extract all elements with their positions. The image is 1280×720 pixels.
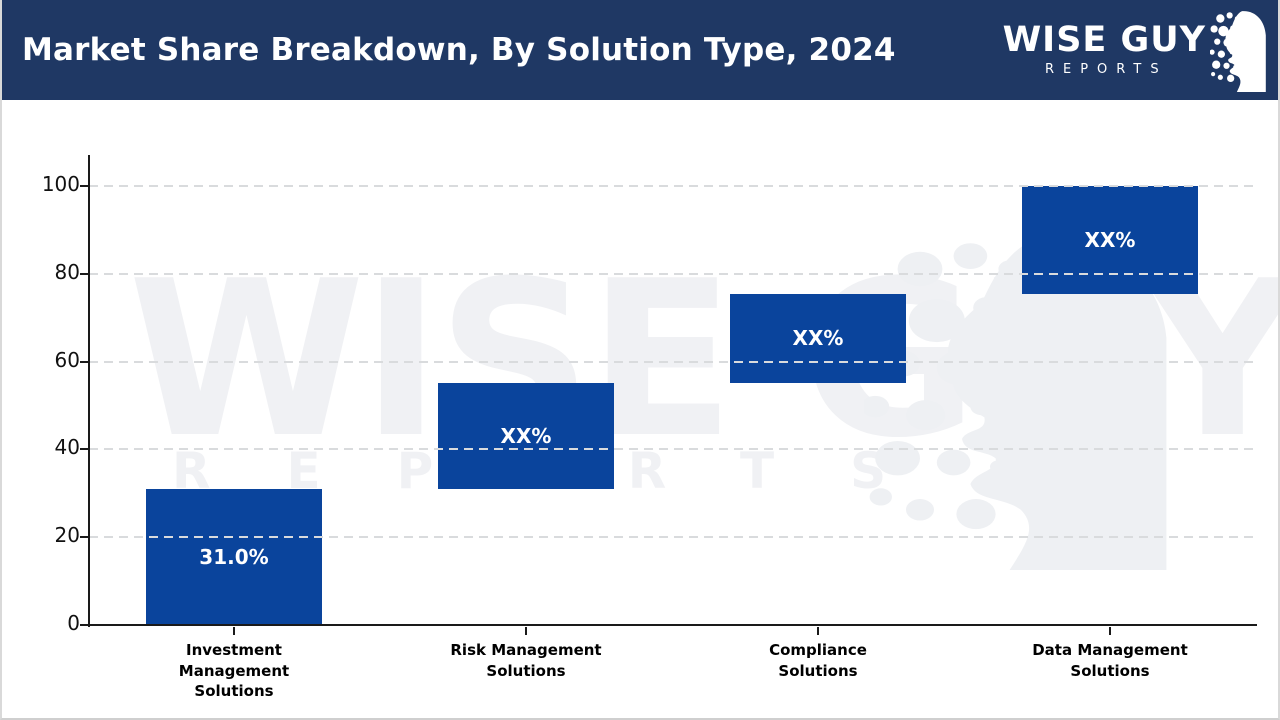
x-axis-category-label: Data Management Solutions bbox=[1032, 641, 1188, 680]
x-axis-tick bbox=[233, 627, 235, 635]
x-axis-line bbox=[87, 624, 1257, 626]
header-bar: Market Share Breakdown, By Solution Type… bbox=[2, 0, 1278, 100]
y-axis-tick bbox=[80, 536, 89, 539]
bar-value-label: XX% bbox=[1084, 227, 1136, 252]
bar-4: XX% bbox=[1022, 186, 1198, 294]
gridline-y80 bbox=[89, 272, 1256, 275]
x-axis-tick bbox=[1109, 627, 1111, 635]
bar-1: 31.0% bbox=[146, 488, 322, 625]
y-axis-tick-label: 40 bbox=[54, 435, 80, 460]
x-axis-category-label: Investment Management Solutions bbox=[178, 641, 290, 701]
gridline-y100 bbox=[89, 185, 1256, 187]
brand-logo-text: WISE GUY REPORTS bbox=[1002, 20, 1206, 78]
y-axis-tick-label: 0 bbox=[67, 611, 80, 635]
bar-value-label: 31.0% bbox=[199, 544, 269, 569]
bar-value-label: XX% bbox=[792, 326, 844, 351]
head-silhouette-icon bbox=[1210, 11, 1266, 92]
brand-logo: WISE GUY REPORTS bbox=[1003, 8, 1272, 92]
gridline-y40 bbox=[89, 448, 1256, 451]
bar-value-label: XX% bbox=[500, 423, 552, 448]
page-title: Market Share Breakdown, By Solution Type… bbox=[22, 32, 896, 68]
x-axis-tick bbox=[817, 627, 819, 635]
brand-wordmark: WISE GUY bbox=[1002, 20, 1206, 60]
y-axis-tick bbox=[80, 360, 89, 363]
brand-subtext: REPORTS bbox=[1044, 62, 1168, 77]
y-axis-tick-label: 20 bbox=[54, 523, 80, 548]
x-axis-tick bbox=[525, 627, 527, 635]
bar-3: XX% bbox=[730, 293, 906, 383]
y-axis-tick-label: 80 bbox=[54, 259, 80, 284]
y-axis-tick bbox=[80, 272, 89, 275]
y-axis-tick bbox=[80, 448, 89, 451]
gridline-y60 bbox=[89, 360, 1256, 363]
x-axis-category-label: Risk Management Solutions bbox=[450, 641, 602, 680]
x-axis-category-label: Compliance Solutions bbox=[769, 641, 867, 680]
y-axis-tick bbox=[80, 624, 89, 626]
y-axis-tick-label: 60 bbox=[54, 347, 80, 372]
gridline-y20 bbox=[89, 536, 1256, 539]
y-axis-tick-label: 100 bbox=[41, 172, 80, 196]
y-axis-tick bbox=[80, 185, 89, 187]
bar-2: XX% bbox=[438, 382, 614, 489]
y-axis-line bbox=[88, 155, 90, 627]
